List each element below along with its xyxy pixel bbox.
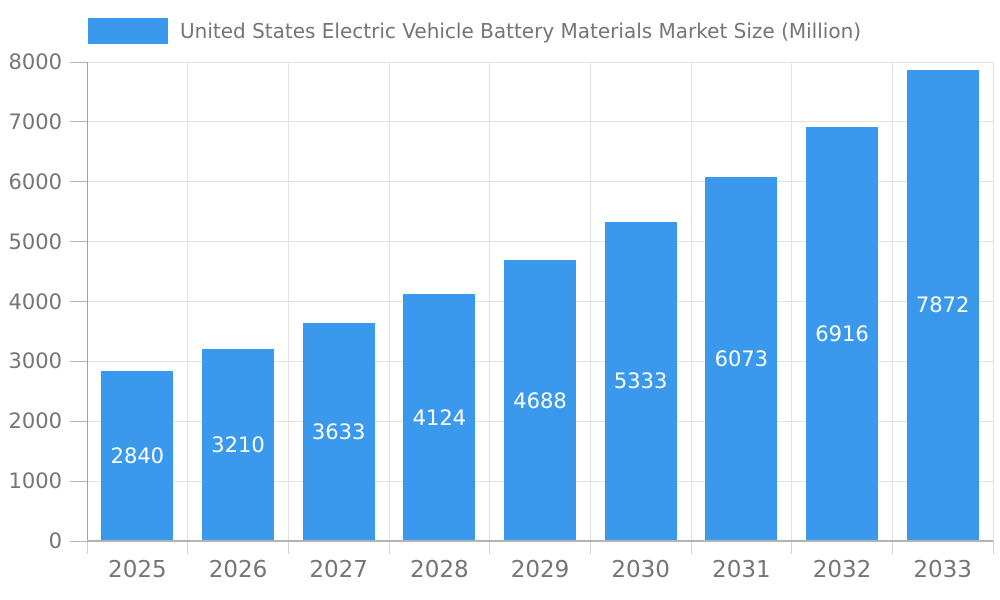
y-axis-tick xyxy=(70,241,87,243)
x-axis-label: 2025 xyxy=(108,557,167,583)
legend-swatch xyxy=(88,18,168,44)
gridline-vertical xyxy=(388,62,390,541)
x-axis-tick xyxy=(187,541,189,554)
gridline-horizontal xyxy=(87,181,993,183)
y-axis-label: 8000 xyxy=(8,50,62,74)
bar-2026: 3210 xyxy=(202,348,274,541)
y-axis-label: 2000 xyxy=(8,409,62,434)
x-axis-tick xyxy=(388,541,390,554)
y-axis-tick xyxy=(70,420,87,422)
y-axis-label: 7000 xyxy=(8,109,62,134)
y-axis-tick xyxy=(70,121,87,123)
gridline-vertical xyxy=(992,62,994,541)
bar-2029: 4688 xyxy=(504,260,576,541)
x-axis-label: 2032 xyxy=(812,557,872,583)
x-axis-tick xyxy=(489,541,491,554)
bar-value-label: 3210 xyxy=(211,432,265,457)
x-axis-label: 2030 xyxy=(611,557,670,583)
bar-2032: 6916 xyxy=(806,126,878,541)
y-axis-tick xyxy=(70,480,87,482)
y-axis-tick xyxy=(70,540,87,542)
bar-2028: 4124 xyxy=(403,294,476,541)
gridline-horizontal xyxy=(87,61,993,63)
y-axis-label: 1000 xyxy=(8,469,62,494)
bar-value-label: 6916 xyxy=(815,321,869,346)
y-axis-label: 3000 xyxy=(8,349,62,374)
y-axis-tick xyxy=(70,181,87,183)
gridline-vertical xyxy=(891,62,893,541)
y-axis-line xyxy=(87,62,88,541)
gridline-vertical xyxy=(187,62,189,541)
x-axis-label: 2029 xyxy=(510,557,570,583)
bar-2030: 5333 xyxy=(604,221,677,541)
bar-2033: 7872 xyxy=(906,69,979,541)
x-axis-label: 2028 xyxy=(410,557,469,583)
gridline-vertical xyxy=(690,62,692,541)
x-axis-label: 2031 xyxy=(712,557,771,583)
x-axis-tick xyxy=(589,541,591,554)
x-axis-line xyxy=(87,540,993,542)
y-axis-tick xyxy=(70,301,87,302)
x-axis-tick xyxy=(690,541,692,554)
bar-value-label: 3633 xyxy=(311,420,366,445)
bar-2027: 3633 xyxy=(302,323,375,541)
x-axis-tick xyxy=(287,541,289,554)
gridline-horizontal xyxy=(87,241,993,243)
y-axis-label: 5000 xyxy=(8,229,62,254)
gridline-horizontal xyxy=(87,121,993,123)
y-axis-label: 0 xyxy=(48,529,62,553)
x-axis-label: 2027 xyxy=(309,557,368,583)
y-axis-tick xyxy=(70,360,87,362)
y-axis-label: 6000 xyxy=(8,169,62,194)
gridline-vertical xyxy=(287,62,289,541)
plot-area: 0 1000 2000 3000 4000 5000 6000 7000 8000 2840 202… xyxy=(9,50,994,583)
x-axis-tick xyxy=(791,541,793,554)
bar-value-label: 4688 xyxy=(513,388,567,413)
gridline-vertical xyxy=(791,62,793,541)
x-axis-label: 2033 xyxy=(913,557,972,583)
chart-legend-item[interactable]: United States Electric Vehicle Battery M… xyxy=(88,18,861,44)
bar-value-label: 2840 xyxy=(110,443,165,468)
bar-value-label: 5333 xyxy=(613,369,668,394)
y-axis-tick xyxy=(70,61,87,63)
bar-value-label: 7872 xyxy=(915,293,970,318)
bar-2031: 6073 xyxy=(705,177,778,541)
y-axis-label: 4000 xyxy=(8,289,62,314)
gridline-vertical xyxy=(489,62,491,541)
gridline-vertical xyxy=(589,62,591,541)
x-axis-tick xyxy=(891,541,893,554)
x-axis-label: 2026 xyxy=(208,557,268,583)
bar-2025: 2840 xyxy=(101,370,174,541)
bar-value-label: 6073 xyxy=(714,347,769,372)
legend-label: United States Electric Vehicle Battery M… xyxy=(180,19,862,43)
bar-value-label: 4124 xyxy=(412,405,467,430)
x-axis-tick xyxy=(992,541,994,554)
x-axis-tick xyxy=(86,541,88,554)
